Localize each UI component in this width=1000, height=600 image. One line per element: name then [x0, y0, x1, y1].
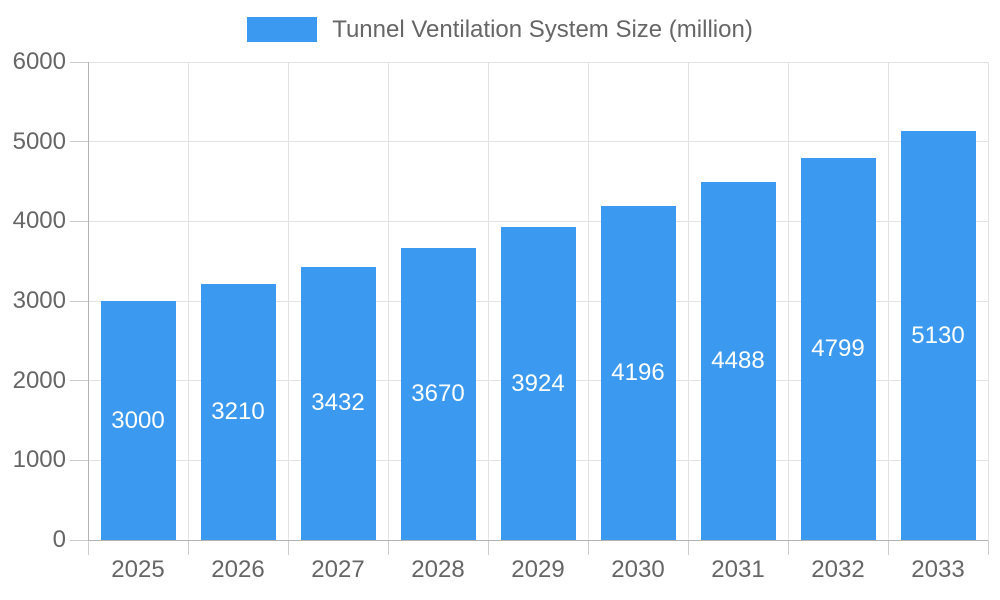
x-axis-tick: [87, 540, 89, 555]
bar-2029: 3924: [500, 227, 576, 540]
y-axis-tick: [70, 61, 88, 63]
x-axis-tick: [487, 540, 489, 555]
bar-2032: 4799: [800, 157, 876, 540]
x-gridline: [987, 62, 989, 540]
bar-value-label: 3210: [211, 398, 265, 426]
y-gridline: [88, 141, 988, 143]
bar-value-label: 3000: [111, 406, 165, 434]
x-gridline: [787, 62, 789, 540]
x-tick-label-2031: 2031: [711, 556, 765, 583]
x-axis-tick: [587, 540, 589, 555]
y-axis-tick: [70, 380, 88, 382]
x-tick-label-2028: 2028: [411, 556, 465, 583]
legend-label: Tunnel Ventilation System Size (million): [332, 16, 753, 43]
x-axis-line: [88, 540, 988, 541]
y-gridline: [88, 220, 988, 222]
bar-value-label: 3432: [311, 389, 365, 417]
x-tick-label-2032: 2032: [811, 556, 865, 583]
bar-2031: 4488: [700, 182, 776, 540]
bar-value-label: 5130: [911, 321, 965, 349]
y-axis-tick: [70, 300, 88, 302]
y-axis-tick: [70, 141, 88, 143]
y-gridline: [88, 61, 988, 63]
x-tick-label-2026: 2026: [211, 556, 265, 583]
x-axis-tick: [787, 540, 789, 555]
bar-2025: 3000: [100, 301, 176, 540]
bar-2026: 3210: [200, 284, 276, 540]
x-gridline: [587, 62, 589, 540]
x-tick-label-2029: 2029: [511, 556, 565, 583]
legend-item[interactable]: Tunnel Ventilation System Size (million): [0, 17, 1000, 42]
bar-2030: 4196: [600, 205, 676, 540]
x-axis-tick: [287, 540, 289, 555]
x-axis-tick: [887, 540, 889, 555]
bar-2027: 3432: [300, 266, 376, 540]
plot-area: 0 1000 2000 3000 4000 5000 6000 3000 3210 3432 367…: [13, 50, 989, 583]
x-axis-tick: [187, 540, 189, 555]
bar-value-label: 3670: [411, 379, 465, 407]
y-axis-line: [88, 62, 89, 540]
x-tick-label-2030: 2030: [611, 556, 665, 583]
x-axis-tick: [687, 540, 689, 555]
y-tick-label: 0: [52, 526, 66, 553]
y-axis-tick: [70, 539, 88, 541]
x-tick-label-2025: 2025: [111, 556, 165, 583]
y-tick-label: 2000: [12, 366, 66, 394]
bar-value-label: 4196: [611, 358, 665, 386]
y-axis-tick: [70, 220, 88, 222]
bar-value-label: 4488: [711, 347, 765, 375]
x-gridline: [887, 62, 889, 540]
bar-2033: 5130: [900, 131, 976, 540]
x-tick-label-2027: 2027: [311, 556, 365, 583]
x-axis-tick: [987, 540, 989, 555]
x-gridline: [687, 62, 689, 540]
y-tick-label: 3000: [12, 287, 66, 314]
x-gridline: [487, 62, 489, 540]
x-gridline: [387, 62, 389, 540]
bar-value-label: 3924: [511, 369, 565, 397]
y-tick-label: 4000: [12, 207, 66, 235]
y-tick-label: 1000: [12, 446, 66, 474]
y-tick-label: 6000: [12, 48, 66, 75]
x-axis-tick: [387, 540, 389, 555]
x-gridline: [287, 62, 289, 540]
bar-2028: 3670: [400, 247, 476, 540]
y-tick-label: 5000: [12, 127, 66, 155]
y-axis-tick: [70, 459, 88, 461]
bar-value-label: 4799: [811, 334, 865, 362]
legend-swatch-icon: [247, 17, 318, 42]
x-gridline: [187, 62, 189, 540]
x-tick-label-2033: 2033: [911, 556, 965, 583]
